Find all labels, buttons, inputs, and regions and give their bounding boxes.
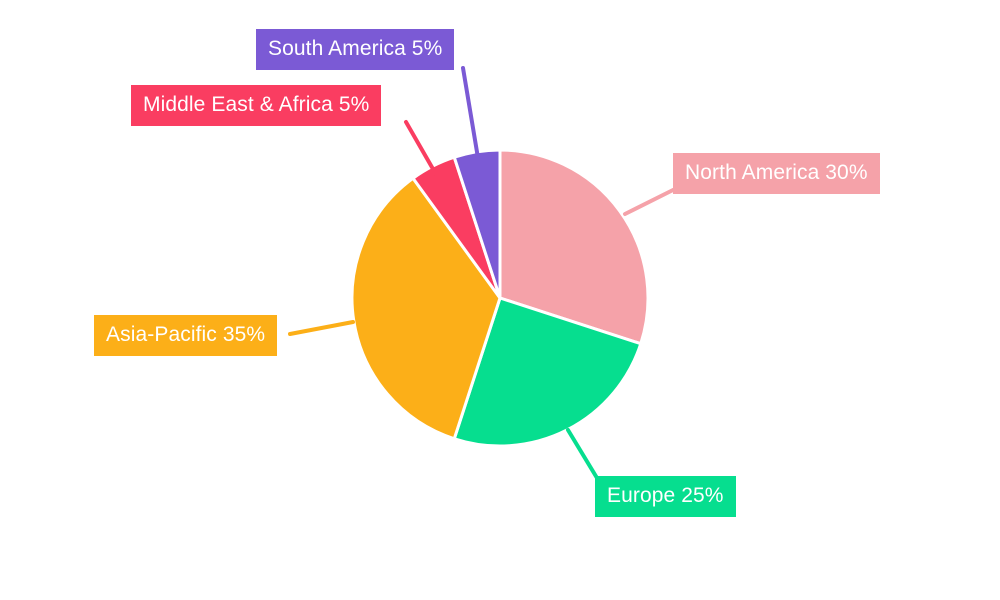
pie-leader-lines: [288, 66, 675, 480]
leader-line-north-america: [623, 188, 675, 216]
leader-line-middle-east-africa: [404, 120, 439, 178]
pie-label-asia-pacific[interactable]: Asia-Pacific 35%: [94, 315, 278, 356]
pie-label-europe[interactable]: Europe 25%: [595, 476, 736, 517]
pie-label-north-america[interactable]: North America 30%: [673, 153, 880, 194]
leader-line-south-america: [461, 66, 480, 160]
leader-line-europe: [566, 428, 599, 480]
leader-line-asia-pacific: [288, 320, 355, 336]
pie-label-south-america[interactable]: South America 5%: [256, 29, 455, 70]
pie-label-middle-east-africa[interactable]: Middle East & Africa 5%: [131, 85, 382, 126]
pie-wedges: [350, 148, 650, 448]
pie-wedge-north-america[interactable]: [498, 148, 650, 346]
